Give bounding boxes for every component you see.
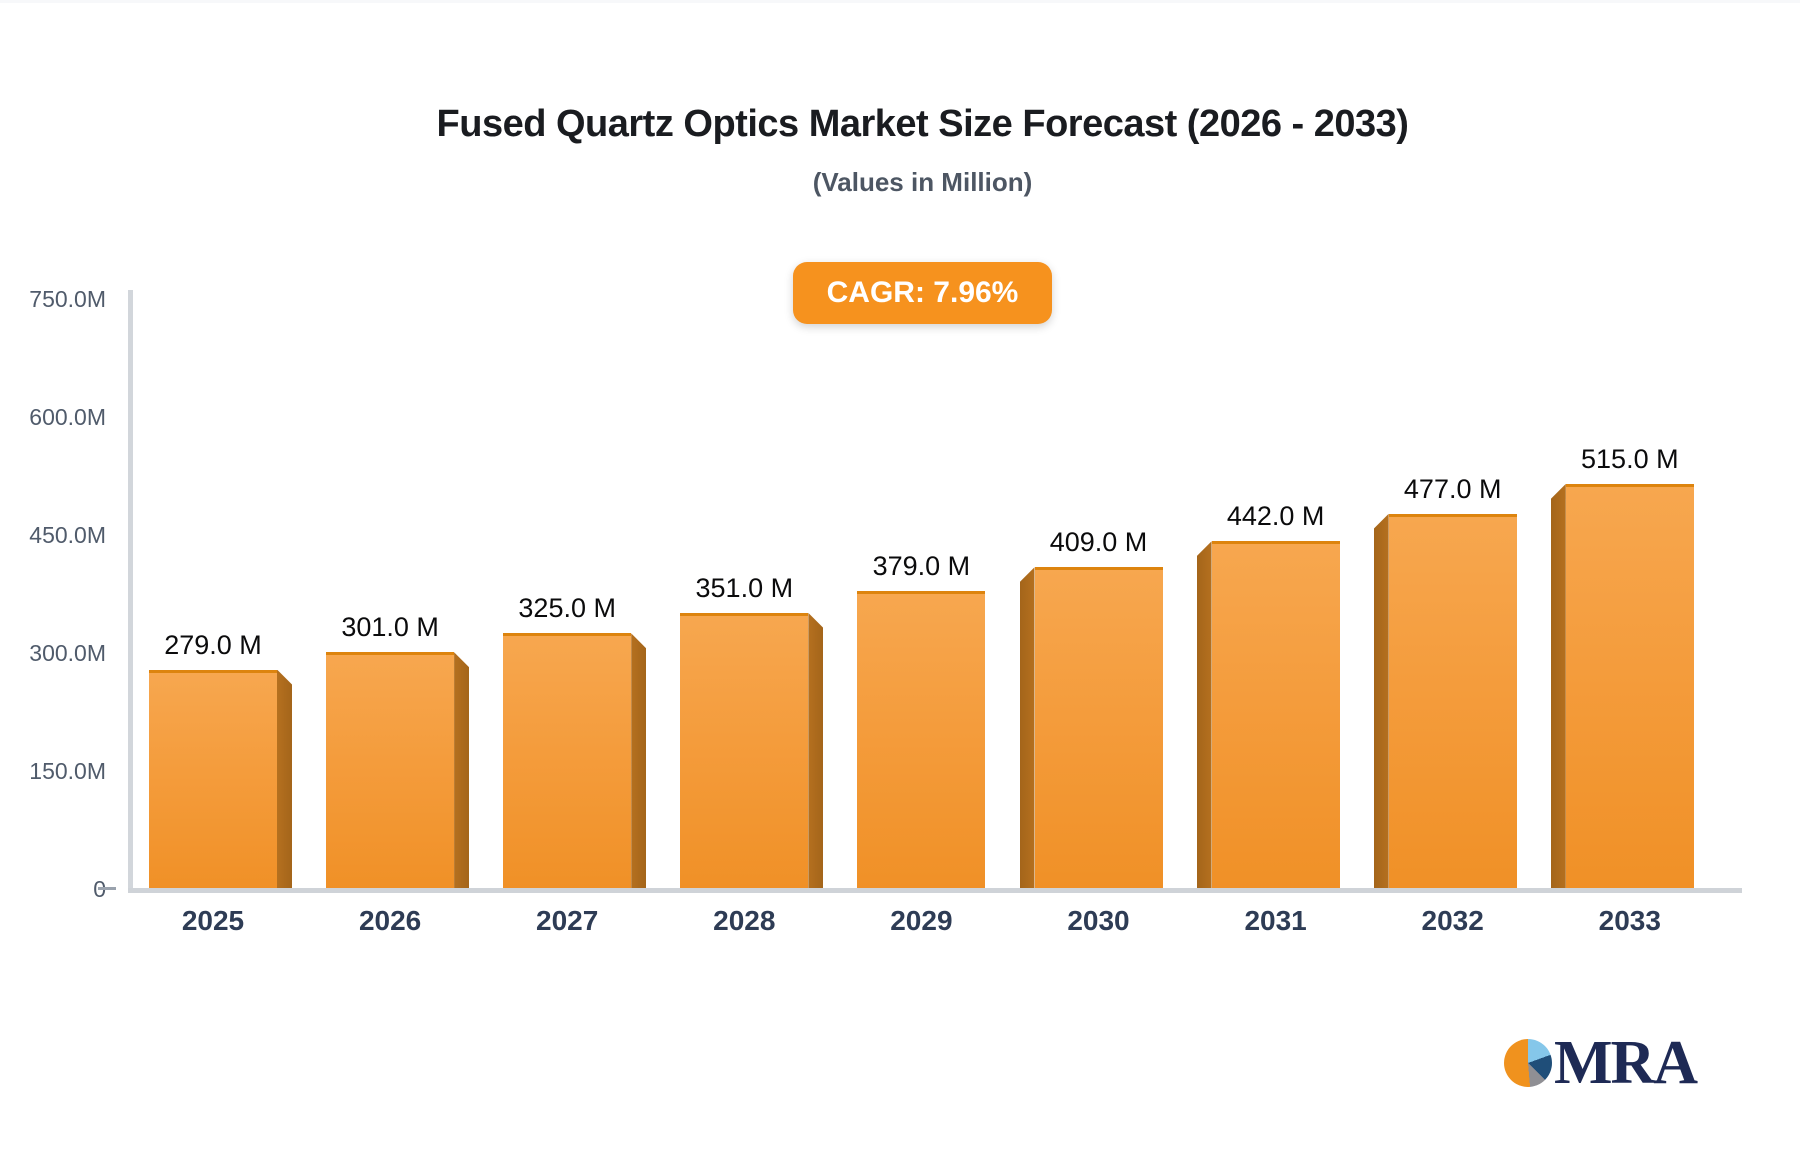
bar-2027-side-face <box>631 633 647 893</box>
x-axis-label: 2026 <box>358 905 422 936</box>
bar-value-label: 279.0 M <box>164 629 262 660</box>
y-axis-tick-label: 450.0M <box>29 522 106 548</box>
x-axis-label: 2027 <box>536 905 599 936</box>
y-axis-line <box>128 290 133 892</box>
bar-2028-side-face <box>808 612 824 893</box>
bar-2032-side-face <box>1373 513 1389 893</box>
bar-2033 <box>1565 483 1694 893</box>
bar-value-label: 442.0 M <box>1226 501 1325 532</box>
x-axis-label: 2032 <box>1421 905 1484 936</box>
x-axis-label: 2030 <box>1067 905 1130 936</box>
x-axis-label: 2025 <box>181 905 245 936</box>
bar-2032 <box>1388 513 1517 893</box>
chart-title: Fused Quartz Optics Market Size Forecast… <box>436 103 1409 145</box>
bar-2025-side-face <box>277 669 292 893</box>
x-axis-label: 2031 <box>1244 905 1307 936</box>
cagr-badge-row: CAGR: 7.96% <box>45 262 1800 324</box>
x-axis-line <box>128 888 1742 893</box>
zero-tick-dash <box>98 887 116 890</box>
logo-text: MRA <box>1554 1029 1698 1097</box>
logo: MRA <box>1504 1029 1698 1097</box>
bar-value-label: 325.0 M <box>518 593 616 624</box>
y-axis-tick-label: 600.0M <box>29 404 106 430</box>
y-axis-tick-label: 750.0M <box>29 286 106 312</box>
x-axis-label: 2028 <box>713 905 776 936</box>
bar-value-label: 515.0 M <box>1581 443 1679 474</box>
pie-chart-icon <box>1504 1039 1552 1087</box>
bar-value-label: 301.0 M <box>341 612 439 643</box>
chart-subtitle: (Values in Million) <box>812 167 1033 197</box>
bar-2026-side-face <box>454 652 470 893</box>
y-axis-tick-label: 300.0M <box>29 640 106 666</box>
bar-value-label: 379.0 M <box>872 550 971 581</box>
bar-value-label: 409.0 M <box>1049 527 1148 558</box>
bar-value-label: 477.0 M <box>1403 473 1502 504</box>
bar-2030-side-face <box>1019 567 1035 893</box>
bar-2026 <box>326 652 455 893</box>
cagr-badge: CAGR: 7.96% <box>792 262 1053 324</box>
bar-2025 <box>149 669 277 893</box>
y-axis-tick-label: 0 <box>0 874 106 904</box>
bar-2030 <box>1034 567 1163 893</box>
bar-2031 <box>1211 541 1340 893</box>
bar-2033-side-face <box>1550 483 1566 893</box>
y-axis-tick-label: 150.0M <box>29 758 106 784</box>
bar-2028 <box>680 612 809 893</box>
bar-2029 <box>857 590 986 893</box>
bar-value-label: 351.0 M <box>695 572 794 603</box>
bar-2031-side-face <box>1196 541 1212 893</box>
bar-2027 <box>503 633 632 893</box>
x-axis-label: 2029 <box>890 905 953 936</box>
x-axis-label: 2033 <box>1598 905 1661 936</box>
